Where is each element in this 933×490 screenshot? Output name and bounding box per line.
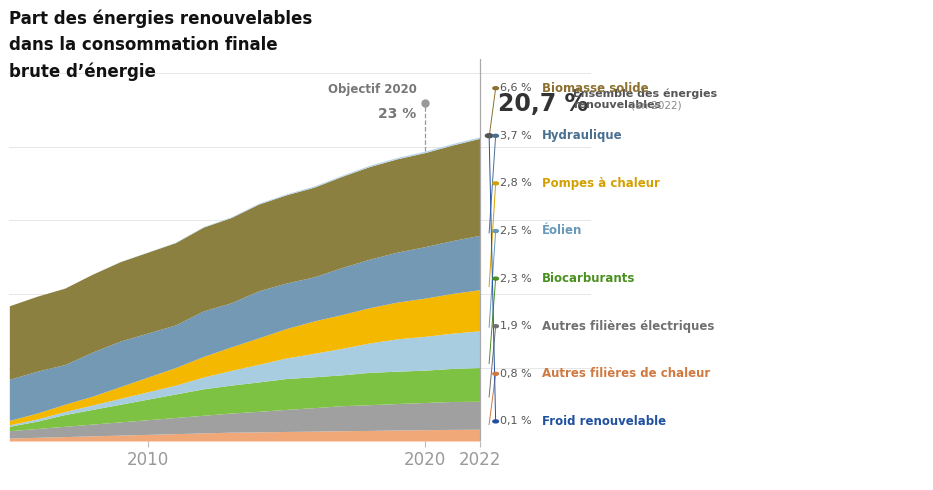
Text: Biomasse solide: Biomasse solide — [542, 82, 649, 95]
Text: 20,7 %: 20,7 % — [498, 92, 589, 116]
Text: 23 %: 23 % — [379, 107, 417, 122]
Text: 2,8 %: 2,8 % — [500, 178, 532, 188]
Text: 6,6 %: 6,6 % — [500, 83, 532, 93]
Text: 0,1 %: 0,1 % — [500, 416, 532, 426]
Text: 2,3 %: 2,3 % — [500, 273, 532, 284]
Text: Pompes à chaleur: Pompes à chaleur — [542, 177, 661, 190]
Text: Part des énergies renouvelables
dans la consommation finale
brute d’énergie: Part des énergies renouvelables dans la … — [9, 9, 313, 81]
Text: (en 2022): (en 2022) — [631, 100, 682, 110]
Text: Ensemble des énergies: Ensemble des énergies — [573, 89, 717, 99]
Text: renouvelables: renouvelables — [573, 100, 661, 110]
Text: 3,7 %: 3,7 % — [500, 131, 532, 141]
Text: Autres filières de chaleur: Autres filières de chaleur — [542, 368, 711, 380]
Text: 0,8 %: 0,8 % — [500, 369, 532, 379]
Text: Autres filières électriques: Autres filières électriques — [542, 319, 715, 333]
Text: Froid renouvelable: Froid renouvelable — [542, 415, 666, 428]
Text: 1,9 %: 1,9 % — [500, 321, 532, 331]
Text: 2,5 %: 2,5 % — [500, 226, 532, 236]
Text: Éolien: Éolien — [542, 224, 583, 238]
Text: Objectif 2020: Objectif 2020 — [327, 82, 417, 96]
Text: Biocarburants: Biocarburants — [542, 272, 635, 285]
Text: Hydraulique: Hydraulique — [542, 129, 623, 142]
